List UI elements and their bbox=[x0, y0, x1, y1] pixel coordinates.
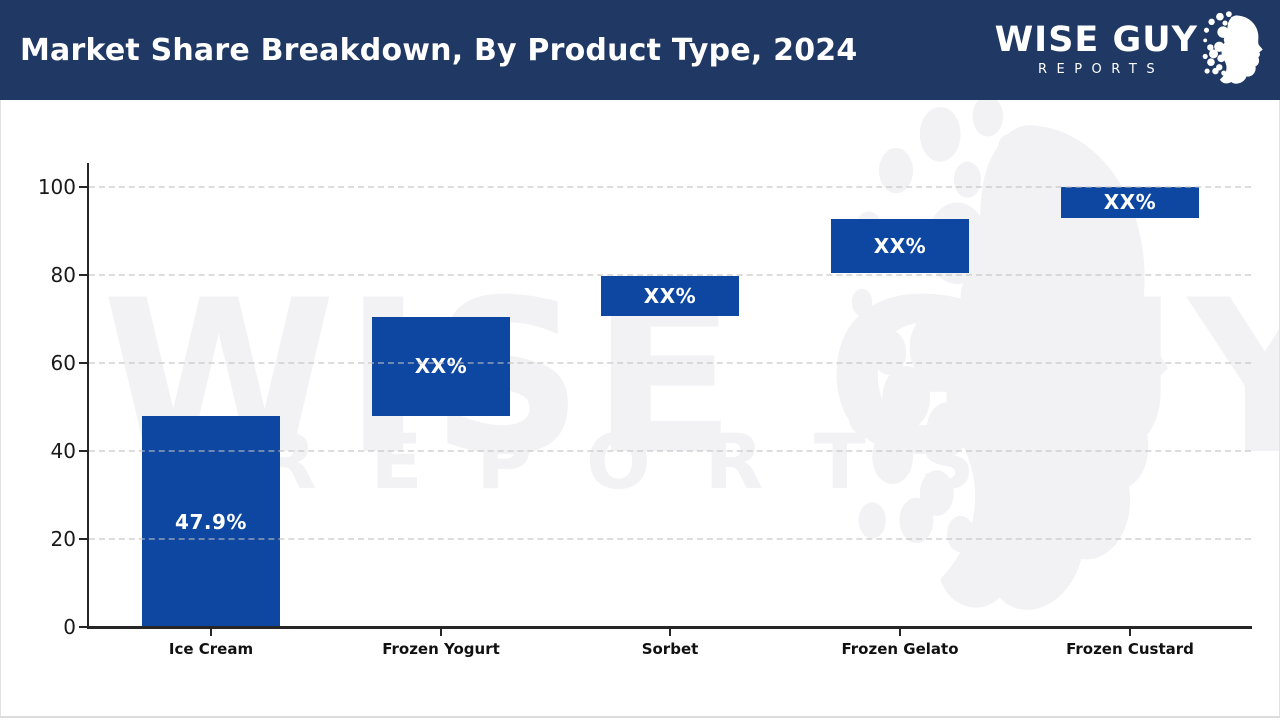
x-axis-label-frozen-custard: Frozen Custard bbox=[1066, 640, 1194, 658]
x-tick-sorbet bbox=[669, 629, 671, 636]
y-tick-label-80: 80 bbox=[50, 263, 76, 287]
bar-value-label-ice-cream: 47.9% bbox=[175, 509, 247, 534]
watermark-head-icon bbox=[848, 98, 1168, 610]
y-tick-20 bbox=[79, 538, 88, 540]
bar-ice-cream: 47.9% bbox=[142, 416, 280, 627]
gridline-20 bbox=[89, 538, 1251, 540]
logo-wordmark-top: WISE GUY bbox=[994, 20, 1198, 60]
y-tick-label-20: 20 bbox=[50, 527, 76, 551]
wiseguy-head-icon bbox=[1202, 11, 1263, 84]
x-axis-label-sorbet: Sorbet bbox=[641, 640, 699, 658]
x-axis-spine bbox=[87, 626, 1252, 629]
gridline-60 bbox=[89, 362, 1251, 364]
y-tick-60 bbox=[79, 362, 88, 364]
x-tick-frozen-custard bbox=[1129, 629, 1131, 636]
y-tick-80 bbox=[79, 274, 88, 276]
y-tick-40 bbox=[79, 450, 88, 452]
bar-frozen-gelato: XX% bbox=[831, 219, 969, 273]
bar-value-label-sorbet: XX% bbox=[643, 283, 697, 308]
wiseguy-logo-text: WISE GUY REPORTS bbox=[994, 20, 1198, 78]
x-tick-frozen-gelato bbox=[899, 629, 901, 636]
y-tick-label-60: 60 bbox=[50, 351, 76, 375]
watermark-text-line2: REPORTS bbox=[258, 417, 1029, 506]
bar-value-label-frozen-gelato: XX% bbox=[873, 233, 927, 258]
x-tick-ice-cream bbox=[210, 629, 212, 636]
gridline-80 bbox=[89, 274, 1251, 276]
bar-sorbet: XX% bbox=[601, 275, 739, 316]
gridline-100 bbox=[89, 186, 1251, 188]
x-axis-label-frozen-gelato: Frozen Gelato bbox=[841, 640, 959, 658]
bar-frozen-yogurt: XX% bbox=[372, 316, 510, 416]
y-tick-label-0: 0 bbox=[63, 615, 76, 639]
logo-wordmark-bottom: REPORTS bbox=[1037, 62, 1165, 77]
gridline-40 bbox=[89, 450, 1251, 452]
header: Market Share Breakdown, By Product Type,… bbox=[0, 0, 1280, 100]
x-axis-label-frozen-yogurt: Frozen Yogurt bbox=[382, 640, 500, 658]
bar-value-label-frozen-yogurt: XX% bbox=[414, 354, 468, 379]
bar-frozen-custard: XX% bbox=[1061, 187, 1199, 218]
y-tick-label-40: 40 bbox=[50, 439, 76, 463]
page-title: Market Share Breakdown, By Product Type,… bbox=[20, 32, 858, 68]
x-tick-frozen-yogurt bbox=[440, 629, 442, 636]
y-tick-0 bbox=[79, 626, 88, 628]
left-edge-line bbox=[0, 100, 1, 716]
x-axis-label-ice-cream: Ice Cream bbox=[168, 640, 254, 658]
y-tick-100 bbox=[79, 186, 88, 188]
y-axis-spine bbox=[87, 163, 89, 629]
bottom-edge-line bbox=[0, 716, 1280, 718]
y-tick-label-100: 100 bbox=[37, 175, 76, 199]
wiseguy-logo: WISE GUY REPORTS bbox=[995, 10, 1266, 90]
bar-value-label-frozen-custard: XX% bbox=[1103, 190, 1157, 215]
